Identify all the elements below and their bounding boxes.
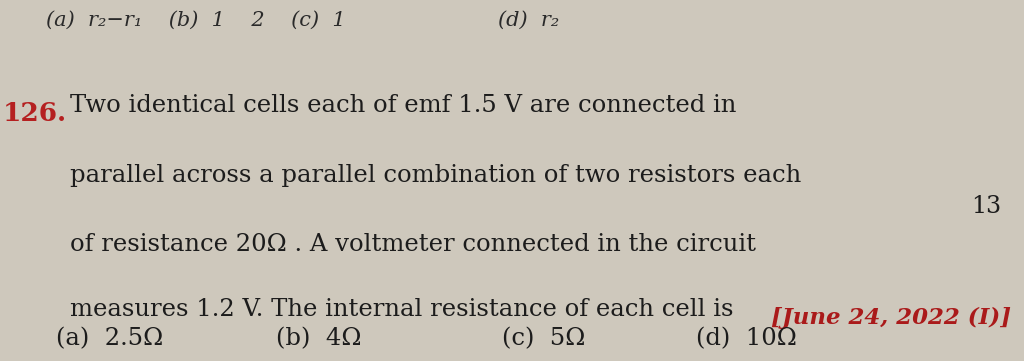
Text: (a)  r₂−r₁    (b)  1    2    (c)  1                       (d)  r₂: (a) r₂−r₁ (b) 1 2 (c) 1 (d) r₂ [46,11,559,30]
Text: 126.: 126. [3,101,68,126]
Text: (b)  4Ω: (b) 4Ω [276,327,361,350]
Text: measures 1.2 V. The internal resistance of each cell is: measures 1.2 V. The internal resistance … [70,298,733,321]
Text: (c)  5Ω: (c) 5Ω [502,327,585,350]
Text: Two identical cells each of emf 1.5 V are connected in: Two identical cells each of emf 1.5 V ar… [70,94,736,117]
Text: [June 24, 2022 (I)]: [June 24, 2022 (I)] [771,306,1011,329]
Text: (a)  2.5Ω: (a) 2.5Ω [56,327,164,350]
Text: 13: 13 [972,195,1001,218]
Text: (d)  10Ω: (d) 10Ω [696,327,798,350]
Text: parallel across a parallel combination of two resistors each: parallel across a parallel combination o… [70,164,801,187]
Text: of resistance 20Ω . A voltmeter connected in the circuit: of resistance 20Ω . A voltmeter connecte… [70,233,756,256]
